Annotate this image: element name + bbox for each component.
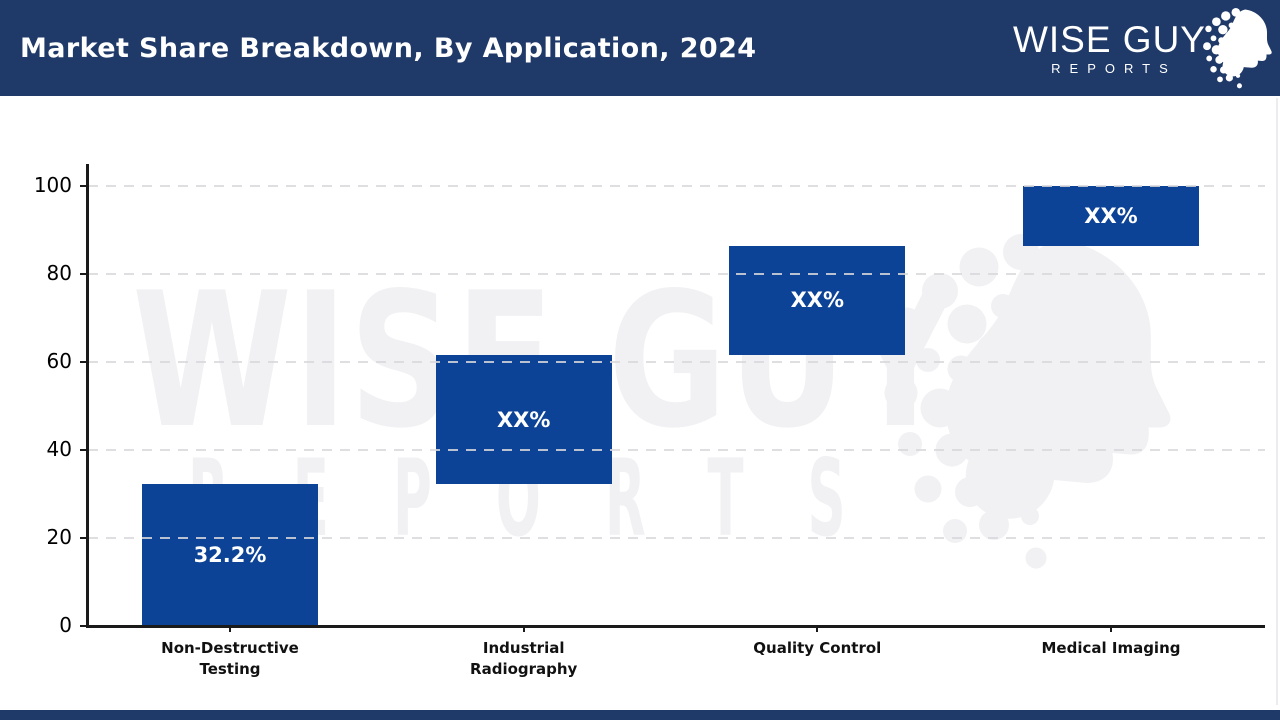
gridline-60	[88, 361, 1265, 363]
y-tick-label: 100	[33, 173, 72, 197]
footer-bar	[0, 710, 1280, 720]
bar-value-label: 32.2%	[193, 543, 267, 568]
gridline-20	[88, 537, 1265, 539]
wiseguy-logo: WISE GUY REPORTS	[1013, 0, 1274, 96]
x-category-label: Non-Destructive Testing	[161, 639, 299, 678]
page-title: Market Share Breakdown, By Application, …	[20, 32, 757, 64]
logo-reports-label: REPORTS	[1051, 61, 1177, 76]
bar-value-label: XX%	[496, 407, 551, 432]
bar-3: XX%	[729, 245, 906, 355]
header: Market Share Breakdown, By Application, …	[0, 0, 1280, 96]
y-tick-mark	[80, 361, 88, 363]
y-tick-mark	[80, 449, 88, 451]
y-tick-mark	[80, 625, 88, 627]
bar-4: XX%	[1023, 186, 1199, 246]
logo-wordmark: WISE GUY	[1012, 19, 1206, 60]
gridline-100	[88, 185, 1265, 187]
y-tick-label: 20	[46, 525, 72, 549]
y-tick-mark	[80, 273, 88, 275]
x-category-label: Quality Control	[753, 639, 882, 657]
x-category-label: Industrial Radiography	[470, 639, 578, 678]
x-tick-mark	[816, 626, 819, 632]
logo-head-icon	[1202, 6, 1274, 90]
gridline-40	[88, 449, 1265, 451]
x-tick-mark	[229, 626, 231, 632]
y-axis-spine	[86, 164, 89, 628]
plot-right-border	[1276, 98, 1278, 705]
bar-value-label: XX%	[1084, 203, 1138, 228]
x-category-label: Medical Imaging	[1041, 639, 1181, 657]
y-tick-mark	[80, 185, 88, 187]
bar-2: XX%	[435, 354, 612, 485]
x-tick-mark	[522, 626, 525, 632]
gridline-80	[88, 273, 1265, 275]
y-tick-label: 60	[46, 349, 72, 373]
bar-1: 32.2%	[142, 484, 318, 626]
y-tick-label: 0	[59, 613, 72, 637]
x-axis-spine	[86, 625, 1265, 628]
x-tick-mark	[1110, 626, 1112, 632]
y-tick-label: 40	[46, 437, 72, 461]
y-tick-label: 80	[46, 261, 72, 285]
y-tick-mark	[80, 537, 88, 539]
bar-value-label: XX%	[790, 288, 845, 313]
